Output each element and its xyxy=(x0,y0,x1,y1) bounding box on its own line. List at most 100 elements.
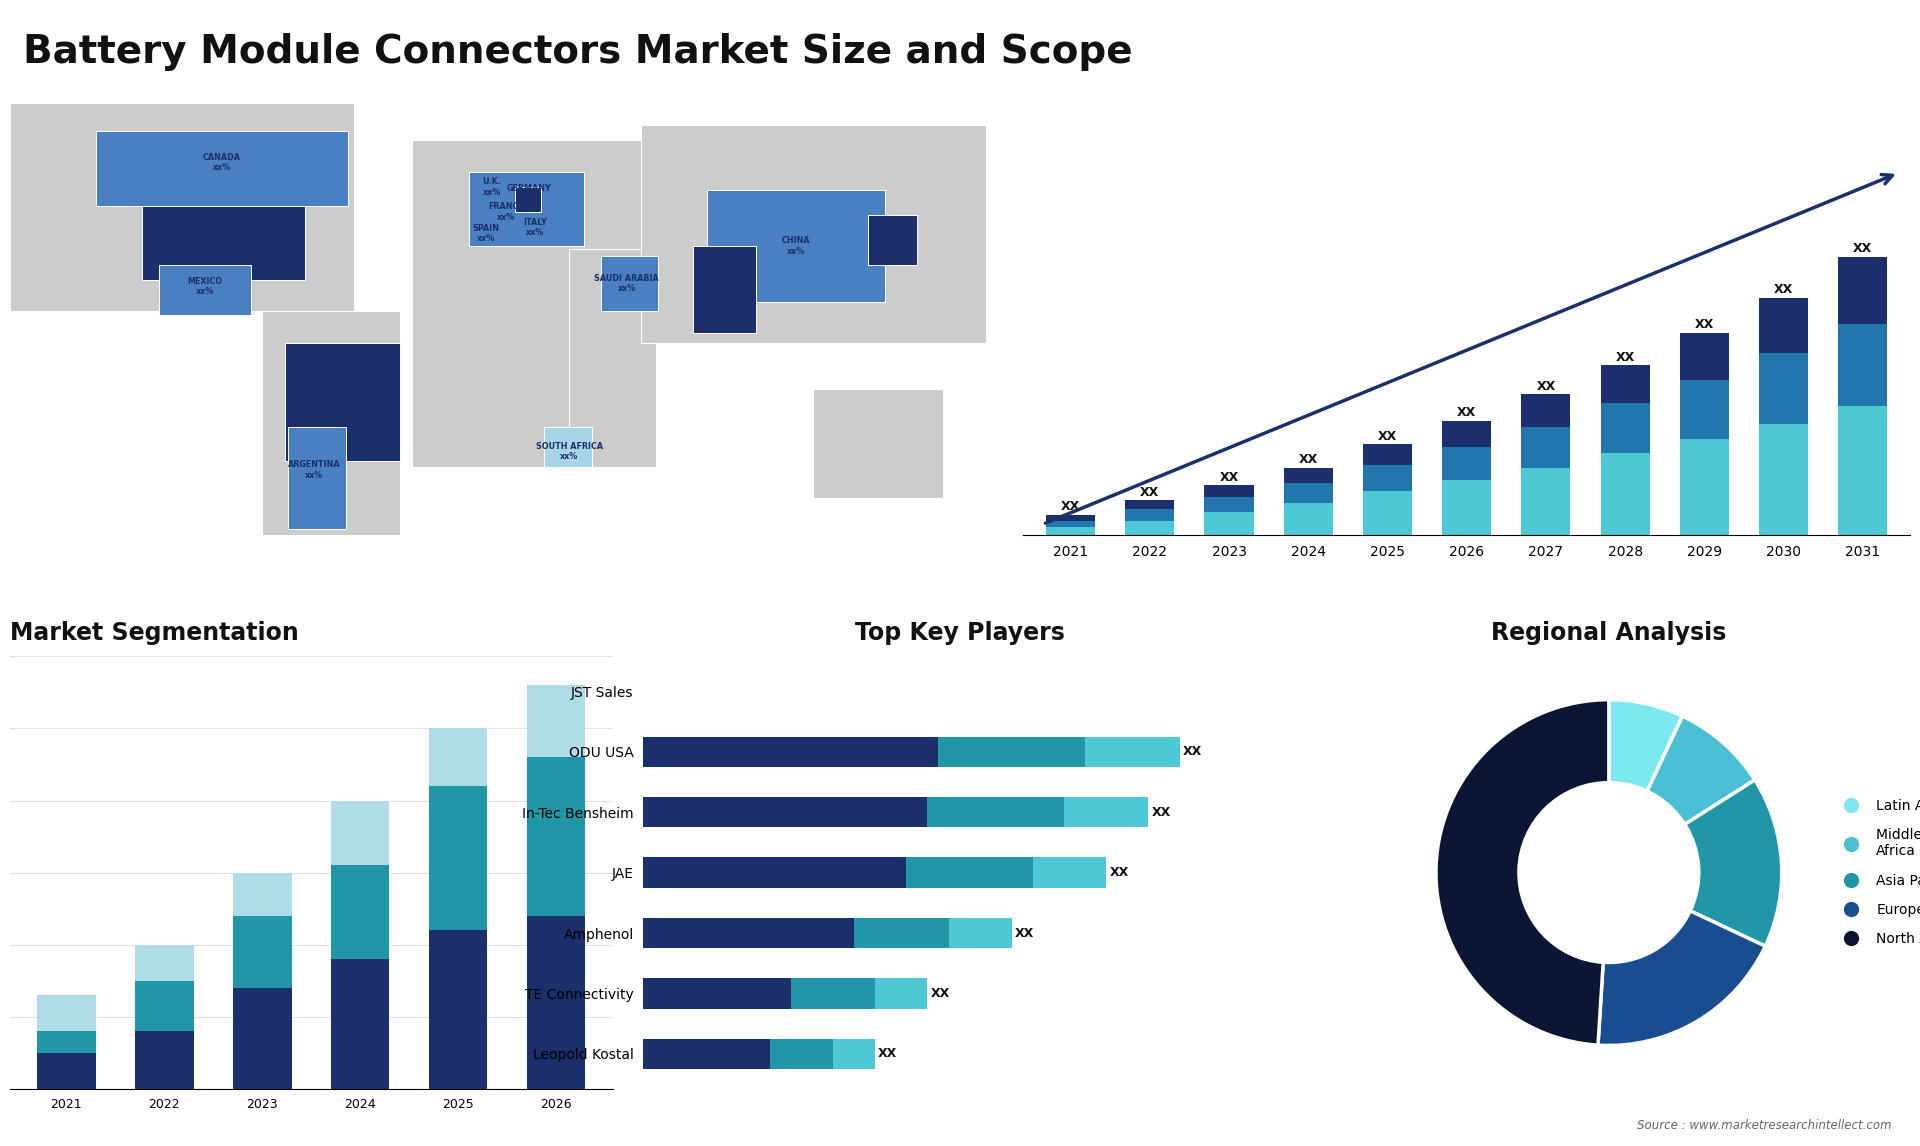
Wedge shape xyxy=(1436,700,1609,1045)
Title: Top Key Players: Top Key Players xyxy=(854,621,1066,645)
Bar xyxy=(1046,515,1094,520)
Text: Market Segmentation: Market Segmentation xyxy=(10,621,298,645)
Bar xyxy=(854,918,948,948)
Wedge shape xyxy=(1609,700,1682,791)
Bar xyxy=(526,685,586,758)
Polygon shape xyxy=(286,343,399,461)
Polygon shape xyxy=(263,312,399,535)
Text: XX: XX xyxy=(1457,407,1476,419)
Text: U.S.
xx%: U.S. xx% xyxy=(204,227,223,246)
Bar xyxy=(1125,500,1175,509)
Polygon shape xyxy=(570,250,655,466)
Bar xyxy=(770,1038,833,1069)
Bar xyxy=(643,918,854,948)
Text: XX: XX xyxy=(1062,501,1081,513)
Bar xyxy=(330,959,390,1089)
Bar xyxy=(1759,353,1809,424)
Bar xyxy=(232,916,292,988)
Text: BRAZIL
xx%: BRAZIL xx% xyxy=(332,376,365,395)
Bar xyxy=(643,796,927,827)
Polygon shape xyxy=(641,125,985,343)
Bar xyxy=(36,995,96,1031)
Bar xyxy=(134,981,194,1031)
Wedge shape xyxy=(1597,911,1764,1045)
Text: XX: XX xyxy=(1183,745,1202,759)
Polygon shape xyxy=(10,103,353,312)
Bar xyxy=(134,1031,194,1089)
Text: ITALY
xx%: ITALY xx% xyxy=(522,218,547,237)
Bar xyxy=(1680,332,1728,379)
Bar xyxy=(1680,439,1728,535)
Bar xyxy=(643,979,791,1008)
Bar xyxy=(1601,453,1649,535)
Text: INTELLECT: INTELLECT xyxy=(1736,78,1797,87)
Wedge shape xyxy=(1684,780,1782,947)
Bar xyxy=(1046,527,1094,535)
Bar xyxy=(643,1038,770,1069)
Bar xyxy=(232,872,292,916)
Bar xyxy=(428,786,488,931)
Text: CHINA
xx%: CHINA xx% xyxy=(781,236,810,256)
Text: XX: XX xyxy=(1853,242,1872,256)
Text: RESEARCH: RESEARCH xyxy=(1736,55,1797,64)
Text: XX: XX xyxy=(1110,866,1129,879)
Bar xyxy=(1837,257,1887,324)
Text: FRANCE
xx%: FRANCE xx% xyxy=(488,203,524,221)
Bar xyxy=(134,944,194,981)
Bar xyxy=(1204,497,1254,512)
Polygon shape xyxy=(159,265,252,315)
Bar xyxy=(1680,379,1728,439)
Bar xyxy=(1085,737,1181,767)
Bar xyxy=(1204,486,1254,497)
Bar xyxy=(833,1038,876,1069)
Bar xyxy=(428,931,488,1089)
Text: SPAIN
xx%: SPAIN xx% xyxy=(472,225,499,243)
Bar xyxy=(1284,482,1332,503)
Bar xyxy=(1759,424,1809,535)
Polygon shape xyxy=(288,426,346,529)
Text: SAUDI ARABIA
xx%: SAUDI ARABIA xx% xyxy=(595,274,659,293)
Bar xyxy=(1125,520,1175,535)
Polygon shape xyxy=(814,390,943,499)
Text: Source : www.marketresearchintellect.com: Source : www.marketresearchintellect.com xyxy=(1636,1120,1891,1132)
Bar xyxy=(1125,509,1175,520)
Text: U.K.
xx%: U.K. xx% xyxy=(482,178,501,197)
Polygon shape xyxy=(868,215,918,265)
Text: XX: XX xyxy=(1615,351,1634,363)
Bar xyxy=(1521,426,1571,468)
Polygon shape xyxy=(411,141,655,466)
Polygon shape xyxy=(543,426,593,466)
Bar xyxy=(876,979,927,1008)
Bar xyxy=(36,1053,96,1089)
Polygon shape xyxy=(1634,16,1720,101)
Bar xyxy=(1064,796,1148,827)
Bar xyxy=(1363,445,1411,465)
Text: XX: XX xyxy=(1219,471,1238,484)
Polygon shape xyxy=(142,206,305,281)
Bar xyxy=(939,737,1085,767)
Text: XX: XX xyxy=(1695,319,1715,331)
Bar xyxy=(1521,394,1571,426)
Text: XX: XX xyxy=(1152,806,1171,818)
Text: XX: XX xyxy=(931,987,950,1000)
Text: XX: XX xyxy=(1774,283,1793,296)
Bar xyxy=(1033,857,1106,888)
Legend: Latin America, Middle East &
Africa, Asia Pacific, Europe, North America: Latin America, Middle East & Africa, Asi… xyxy=(1832,793,1920,952)
Bar xyxy=(643,857,906,888)
Bar xyxy=(1601,403,1649,453)
Polygon shape xyxy=(601,256,659,312)
Bar xyxy=(330,801,390,865)
Bar xyxy=(1601,366,1649,403)
Bar xyxy=(927,796,1064,827)
Bar xyxy=(330,865,390,959)
Text: GERMANY
xx%: GERMANY xx% xyxy=(507,183,551,203)
Text: MEXICO
xx%: MEXICO xx% xyxy=(188,277,223,297)
Polygon shape xyxy=(515,187,541,212)
Bar xyxy=(1284,468,1332,482)
Bar xyxy=(1442,447,1492,480)
Bar xyxy=(1442,480,1492,535)
Bar xyxy=(36,1031,96,1053)
Bar xyxy=(1363,492,1411,535)
Wedge shape xyxy=(1647,716,1755,824)
Bar xyxy=(906,857,1033,888)
